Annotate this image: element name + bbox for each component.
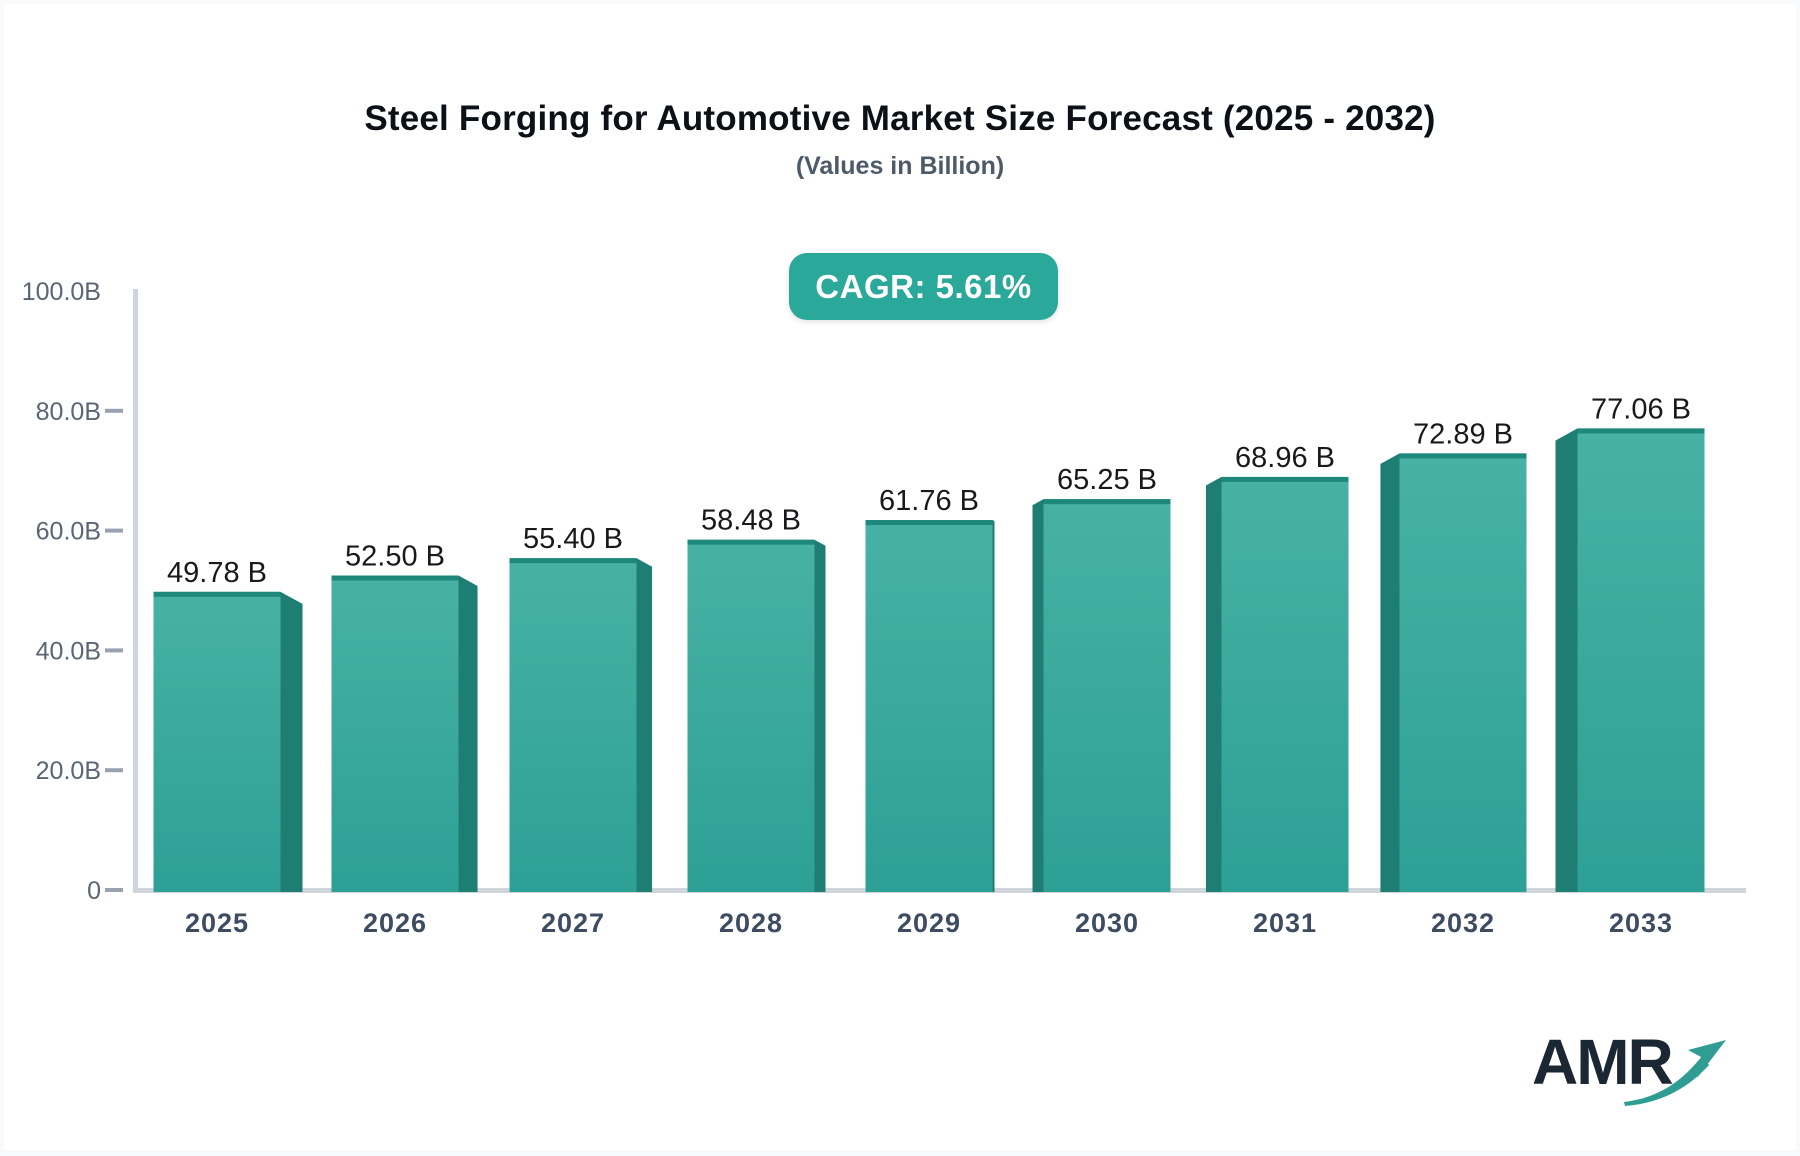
bar-value-label: 58.48 B (701, 505, 801, 537)
bar-2033: 77.06 B 2033 (1555, 393, 1705, 938)
bar-front-face (865, 520, 993, 892)
bar-2030: 65.25 B 2030 (1032, 464, 1171, 938)
x-axis-label: 2025 (185, 908, 249, 938)
cagr-badge-label: CAGR: 5.61% (815, 267, 1032, 305)
bar-side-face (992, 520, 995, 892)
bar-2026: 52.50 B 2026 (331, 541, 478, 938)
bar-value-label: 55.40 B (523, 523, 623, 555)
bar-2027: 55.40 B 2027 (509, 523, 653, 938)
bar-front-face (153, 591, 281, 892)
bar-value-label: 52.50 B (345, 541, 445, 573)
x-axis-label: 2030 (1075, 908, 1139, 938)
cagr-badge: CAGR: 5.61% (789, 253, 1058, 320)
bar-2032: 72.89 B 2032 (1380, 418, 1527, 938)
bar-value-label: 72.89 B (1413, 418, 1513, 450)
bar-top-edge (865, 520, 993, 526)
amr-logo-text: AMR (1532, 1026, 1674, 1098)
y-axis-tick (105, 648, 123, 653)
bar-front-face (331, 575, 459, 892)
amr-logo: AMR (1532, 1030, 1732, 1120)
bar-top-edge (153, 591, 281, 597)
bar-front-face (687, 539, 815, 892)
chart-title: Steel Forging for Automotive Market Size… (364, 99, 1436, 138)
bar-top-edge (1399, 453, 1527, 459)
bar-front-face (1221, 476, 1349, 892)
bar-side-face (1380, 453, 1400, 892)
bar-side-face (1032, 499, 1044, 892)
bar-2025: 49.78 B 2025 (153, 557, 303, 938)
y-axis-label: 100.0B (22, 278, 101, 306)
y-axis-label: 80.0B (36, 398, 101, 426)
y-axis-label: 0 (87, 877, 101, 905)
bar-value-label: 65.25 B (1057, 464, 1157, 496)
bar-value-label: 77.06 B (1591, 393, 1691, 425)
bar-value-label: 61.76 B (879, 485, 979, 517)
y-axis-tick (105, 528, 123, 533)
x-axis-label: 2033 (1609, 908, 1673, 938)
bar-side-face (458, 575, 478, 892)
bar-2028: 58.48 B 2028 (687, 505, 826, 938)
bar-top-edge (509, 558, 637, 564)
bar-top-edge (1221, 476, 1349, 482)
bar-side-face (1205, 476, 1222, 892)
bar-side-face (814, 539, 826, 892)
y-axis-label: 20.0B (36, 757, 101, 785)
y-axis-line (133, 289, 138, 892)
bar-top-edge (331, 575, 459, 581)
x-axis-label: 2027 (541, 908, 605, 938)
bar-value-label: 68.96 B (1235, 442, 1335, 474)
bar-side-face (280, 591, 303, 892)
y-axis-label: 40.0B (36, 637, 101, 665)
bar-front-face (1399, 453, 1527, 892)
x-axis-label: 2029 (897, 908, 961, 938)
bar-top-edge (1043, 499, 1171, 505)
bar-front-face (1043, 499, 1171, 892)
chart-card: Steel Forging for Automotive Market Size… (4, 4, 1796, 1150)
y-axis-tick (105, 768, 123, 773)
y-axis-tick (105, 888, 123, 892)
x-axis-label: 2028 (719, 908, 783, 938)
x-axis-label: 2026 (363, 908, 427, 938)
bar-side-face (636, 558, 653, 892)
x-axis-label: 2032 (1431, 908, 1495, 938)
bar-2031: 68.96 B 2031 (1205, 442, 1349, 938)
x-axis-label: 2031 (1253, 908, 1317, 938)
y-axis-tick (105, 408, 123, 413)
bar-side-face (1555, 428, 1578, 892)
bar-value-label: 49.78 B (167, 557, 267, 589)
growth-arrow-icon (1624, 1040, 1726, 1106)
y-axis-label: 60.0B (36, 518, 101, 546)
bar-2029: 61.76 B 2029 (865, 485, 995, 938)
chart-subtitle: (Values in Billion) (795, 152, 1005, 180)
bar-top-edge (687, 539, 815, 545)
bar-front-face (1577, 428, 1705, 892)
chart-canvas: 100.0B 80.0B 60.0B 40.0B 20.0B 0 49.78 B 2025 52… (22, 278, 1746, 938)
bar-top-edge (1577, 428, 1705, 434)
bar-front-face (509, 558, 637, 892)
